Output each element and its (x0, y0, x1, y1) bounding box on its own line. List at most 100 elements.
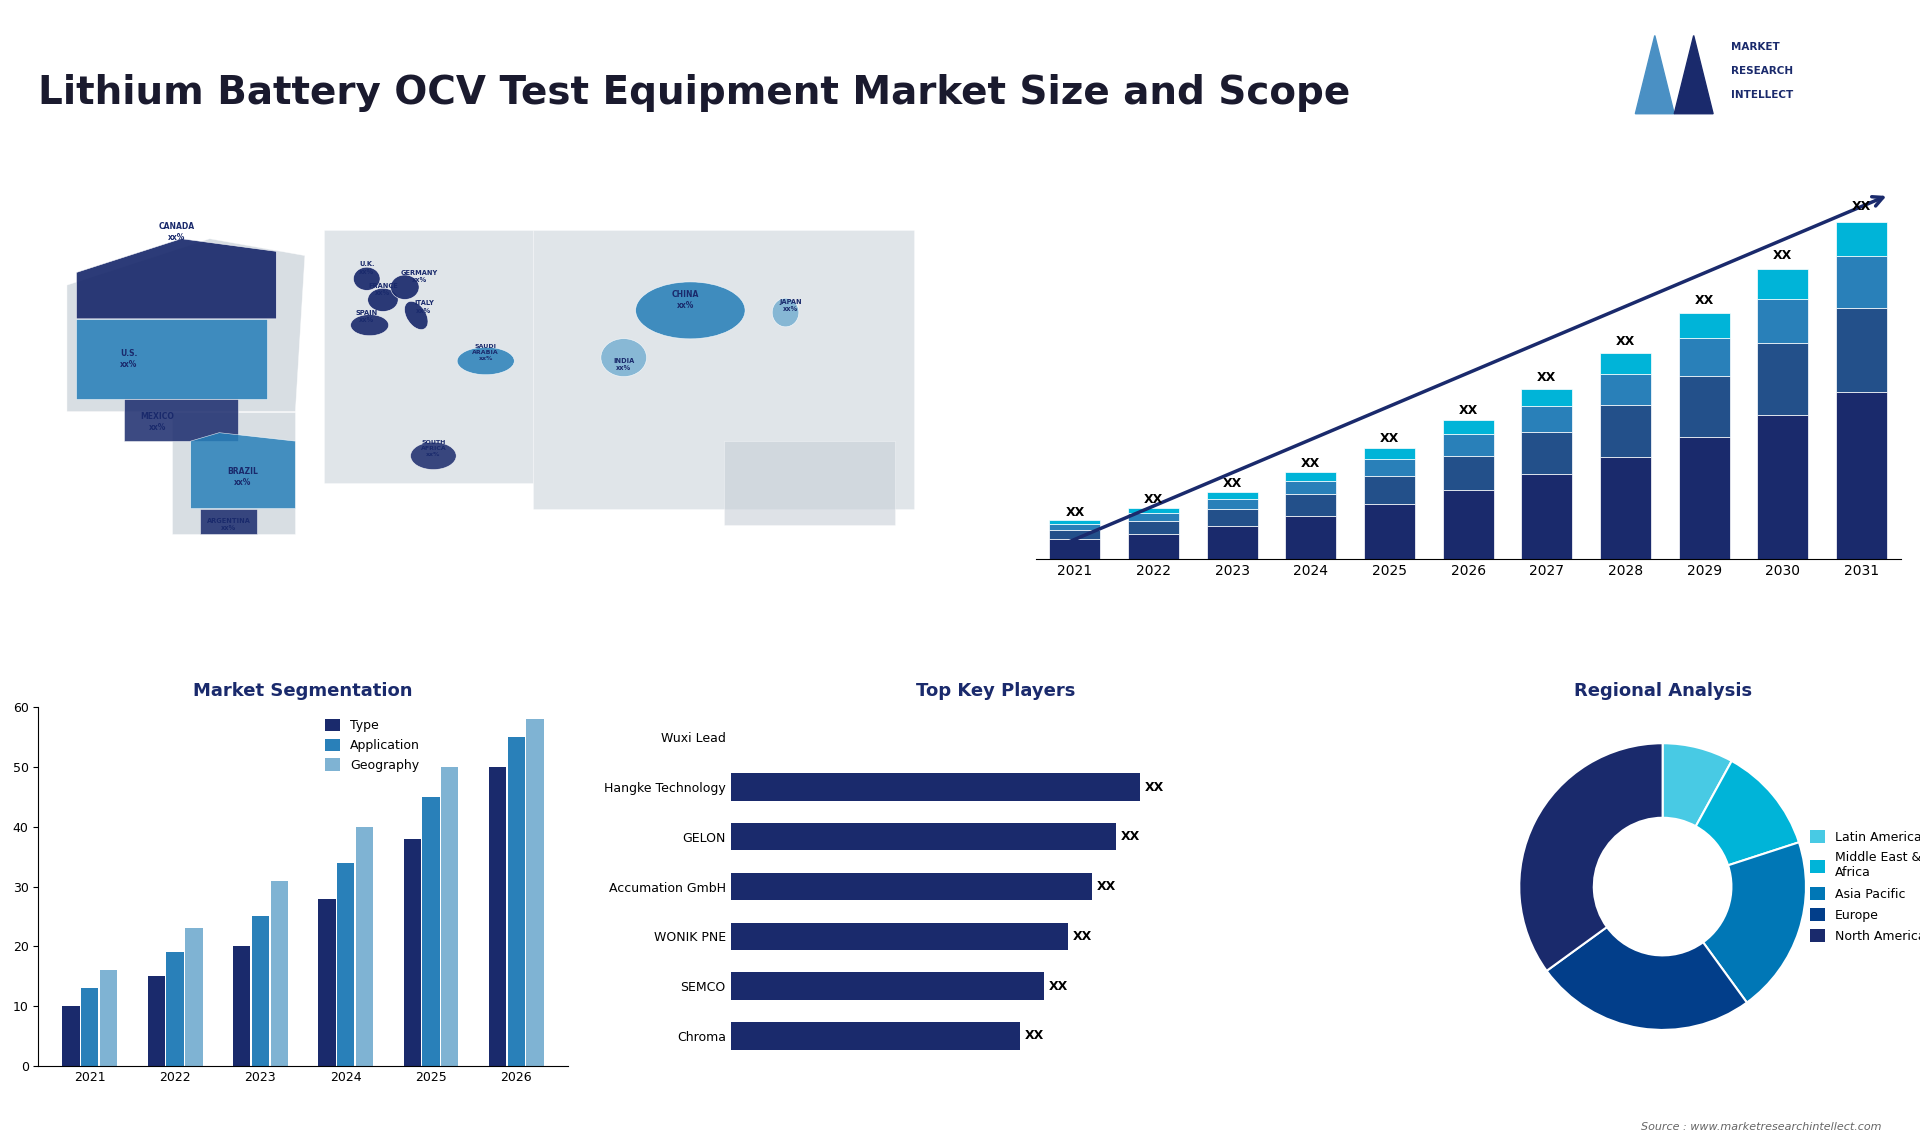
Bar (1599, 456, 1651, 559)
Polygon shape (67, 238, 305, 411)
Text: JAPAN
xx%: JAPAN xx% (780, 299, 801, 312)
Bar (1599, 353, 1651, 374)
Text: SPAIN
xx%: SPAIN xx% (355, 309, 378, 323)
Text: CANADA
xx%: CANADA xx% (157, 222, 194, 243)
Ellipse shape (457, 347, 515, 375)
Bar (1678, 376, 1730, 437)
Bar (338, 863, 355, 1066)
Bar (1442, 490, 1494, 559)
Polygon shape (125, 399, 238, 441)
Bar (507, 737, 524, 1066)
Text: XX: XX (1774, 249, 1793, 262)
Legend: Type, Application, Geography: Type, Application, Geography (321, 714, 424, 777)
Ellipse shape (411, 442, 457, 470)
Bar (1284, 494, 1336, 516)
Text: SOUTH
AFRICA
xx%: SOUTH AFRICA xx% (420, 440, 445, 457)
Ellipse shape (601, 339, 647, 377)
Polygon shape (77, 319, 267, 399)
Bar (1521, 388, 1572, 406)
Text: MEXICO
xx%: MEXICO xx% (140, 413, 175, 432)
Bar (1363, 504, 1415, 559)
Ellipse shape (405, 301, 428, 330)
Bar (319, 898, 336, 1066)
Bar (442, 767, 459, 1066)
Bar (1757, 269, 1809, 299)
Bar (1050, 540, 1100, 559)
Bar (1206, 526, 1258, 559)
Text: XX: XX (1695, 295, 1715, 307)
Bar (1442, 456, 1494, 490)
Bar (1521, 406, 1572, 432)
Text: XX: XX (1538, 371, 1557, 384)
Bar (1127, 513, 1179, 520)
Bar (271, 880, 288, 1066)
Text: Source : www.marketresearchintellect.com: Source : www.marketresearchintellect.com (1642, 1122, 1882, 1132)
Wedge shape (1703, 842, 1807, 1003)
Bar (1127, 534, 1179, 559)
Bar (1284, 516, 1336, 559)
Polygon shape (171, 411, 296, 534)
Text: Lithium Battery OCV Test Equipment Market Size and Scope: Lithium Battery OCV Test Equipment Marke… (38, 74, 1350, 112)
Bar (232, 947, 250, 1066)
Text: XX: XX (1121, 831, 1140, 843)
Bar (732, 973, 1044, 999)
Text: XX: XX (1302, 457, 1321, 470)
Bar (1284, 480, 1336, 494)
Bar (1599, 374, 1651, 406)
Text: XX: XX (1617, 335, 1636, 347)
Bar (1363, 477, 1415, 504)
Bar (1757, 299, 1809, 344)
Bar (1836, 308, 1887, 392)
Bar (1050, 520, 1100, 524)
Polygon shape (77, 238, 276, 319)
Bar (184, 928, 202, 1066)
Ellipse shape (353, 267, 380, 290)
Bar (732, 1022, 1020, 1050)
Bar (1836, 222, 1887, 256)
Text: XX: XX (1459, 403, 1478, 417)
Bar (732, 923, 1068, 950)
Wedge shape (1695, 761, 1799, 865)
Text: INTELLECT: INTELLECT (1732, 89, 1793, 100)
Title: Market Segmentation: Market Segmentation (194, 682, 413, 700)
Bar (63, 1006, 81, 1066)
Text: SAUDI
ARABIA
xx%: SAUDI ARABIA xx% (472, 344, 499, 361)
Text: FRANCE
xx%: FRANCE xx% (369, 283, 397, 296)
Wedge shape (1663, 744, 1732, 826)
Ellipse shape (369, 289, 397, 312)
Bar (252, 917, 269, 1066)
Wedge shape (1519, 744, 1663, 971)
Polygon shape (324, 230, 534, 484)
Text: XX: XX (1048, 980, 1068, 992)
Bar (1206, 509, 1258, 526)
Bar (422, 796, 440, 1066)
Bar (732, 873, 1092, 901)
Wedge shape (1548, 927, 1747, 1030)
Bar (1363, 448, 1415, 460)
Bar (403, 839, 420, 1066)
Bar (1599, 406, 1651, 456)
Bar (81, 988, 98, 1066)
Bar (490, 767, 507, 1066)
Text: XX: XX (1025, 1029, 1044, 1043)
Ellipse shape (636, 282, 745, 339)
Bar (1127, 508, 1179, 513)
Text: XX: XX (1073, 929, 1092, 943)
Bar (167, 952, 184, 1066)
Bar (732, 774, 1140, 801)
Bar (732, 823, 1116, 850)
Bar (1836, 392, 1887, 559)
Title: Regional Analysis: Regional Analysis (1574, 682, 1751, 700)
Text: XX: XX (1096, 880, 1116, 893)
Polygon shape (724, 441, 895, 525)
Text: BRAZIL
xx%: BRAZIL xx% (228, 466, 259, 487)
Bar (148, 976, 165, 1066)
Text: U.S.
xx%: U.S. xx% (121, 348, 138, 369)
Polygon shape (534, 230, 914, 509)
Bar (1757, 344, 1809, 415)
Text: U.K.
xx%: U.K. xx% (359, 261, 374, 275)
Bar (1521, 432, 1572, 474)
Text: CHINA
xx%: CHINA xx% (672, 290, 699, 309)
Bar (1442, 434, 1494, 456)
Polygon shape (200, 509, 257, 534)
